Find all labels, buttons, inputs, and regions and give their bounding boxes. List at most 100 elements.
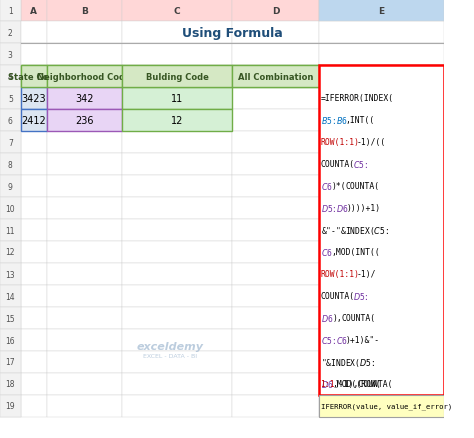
Bar	[0, 351, 21, 373]
Bar	[47, 110, 122, 132]
Bar	[232, 66, 319, 88]
Bar	[319, 307, 444, 329]
Text: 1:1: 1:1	[320, 380, 335, 389]
Bar	[232, 66, 319, 88]
Text: ,MOD(INT((: ,MOD(INT((	[332, 248, 381, 257]
Bar	[21, 219, 47, 241]
Bar	[0, 219, 21, 241]
Bar	[0, 44, 21, 66]
Bar	[21, 22, 47, 44]
Text: 9: 9	[8, 182, 13, 191]
Bar	[122, 110, 232, 132]
Bar	[21, 66, 47, 88]
Text: Using Formula: Using Formula	[182, 26, 283, 39]
Bar	[122, 176, 232, 198]
Bar	[319, 241, 444, 263]
Text: Neighborhood Code: Neighborhood Code	[37, 72, 131, 81]
Text: 236: 236	[75, 116, 93, 126]
Bar	[0, 329, 21, 351]
Bar	[21, 88, 47, 110]
Bar	[122, 22, 232, 44]
Text: C: C	[174, 7, 181, 15]
Bar	[21, 285, 47, 307]
Bar	[232, 198, 319, 219]
Text: 7: 7	[8, 138, 13, 147]
Bar	[319, 285, 444, 307]
Text: ))))+1): ))))+1)	[347, 204, 381, 213]
Bar	[47, 66, 122, 88]
Bar	[319, 373, 444, 395]
Text: 3423: 3423	[21, 94, 46, 104]
Bar	[21, 66, 47, 88]
Bar	[0, 110, 21, 132]
Bar	[21, 263, 47, 285]
Bar	[47, 44, 122, 66]
Bar	[0, 110, 21, 132]
Bar	[0, 395, 21, 417]
Bar	[47, 219, 122, 241]
Bar	[0, 132, 21, 154]
Bar	[47, 263, 122, 285]
Text: 5: 5	[8, 94, 13, 103]
Bar	[47, 373, 122, 395]
Text: IFERROR(value, value_if_error): IFERROR(value, value_if_error)	[321, 403, 453, 410]
Bar	[0, 154, 21, 176]
Text: &"-"&INDEX($C$5:: &"-"&INDEX($C$5:	[320, 225, 389, 237]
Bar	[122, 66, 232, 88]
Bar	[319, 0, 444, 22]
Bar	[319, 219, 444, 241]
Bar	[47, 22, 122, 44]
Text: 15: 15	[6, 314, 15, 323]
Bar	[319, 66, 444, 88]
Text: -1)/: -1)/	[357, 270, 377, 279]
Bar	[21, 373, 47, 395]
Bar	[122, 395, 232, 417]
Bar	[0, 263, 21, 285]
Bar	[47, 395, 122, 417]
Bar	[47, 176, 122, 198]
Bar	[122, 329, 232, 351]
Bar	[122, 88, 232, 110]
Bar	[0, 351, 21, 373]
Text: 2412: 2412	[21, 116, 46, 126]
Bar	[47, 66, 122, 88]
Text: )-1),COUNTA(: )-1),COUNTA(	[334, 380, 393, 389]
Bar	[47, 307, 122, 329]
Text: 6: 6	[8, 116, 13, 125]
Bar	[122, 285, 232, 307]
Text: 17: 17	[6, 358, 15, 367]
Bar	[0, 176, 21, 198]
Text: 11: 11	[6, 226, 15, 235]
Text: $D$5:: $D$5:	[353, 291, 368, 302]
Bar	[0, 241, 21, 263]
Bar	[232, 0, 319, 22]
Bar	[232, 241, 319, 263]
Bar	[319, 44, 444, 66]
Text: ),: ),	[332, 314, 342, 323]
Bar	[319, 395, 444, 417]
Bar	[0, 88, 21, 110]
Text: 18: 18	[6, 380, 15, 389]
Text: $B$5:$B$6: $B$5:$B$6	[320, 115, 347, 126]
Bar	[0, 285, 21, 307]
Bar	[47, 329, 122, 351]
Bar	[232, 0, 319, 22]
Bar	[21, 0, 47, 22]
Text: 4: 4	[8, 72, 13, 81]
Text: 8: 8	[8, 160, 13, 169]
Bar	[47, 285, 122, 307]
Bar	[122, 44, 232, 66]
Text: Bulding Code: Bulding Code	[146, 72, 209, 81]
Bar	[232, 219, 319, 241]
Bar	[0, 176, 21, 198]
Bar	[232, 22, 319, 44]
Text: All Combination: All Combination	[238, 72, 313, 81]
Bar	[21, 22, 47, 44]
Bar	[122, 110, 232, 132]
Text: 16: 16	[6, 336, 15, 345]
Bar	[319, 132, 444, 154]
Bar	[232, 110, 319, 132]
Text: $C$6: $C$6	[320, 247, 332, 258]
Text: State Code: State Code	[8, 72, 60, 81]
Bar	[122, 263, 232, 285]
